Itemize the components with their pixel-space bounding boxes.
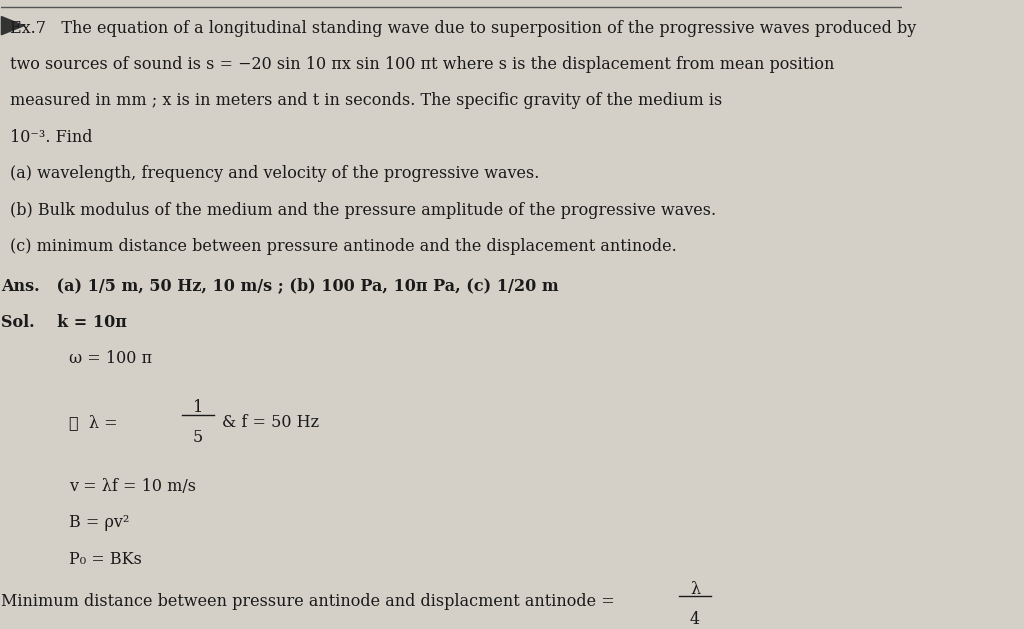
Text: (a) wavelength, frequency and velocity of the progressive waves.: (a) wavelength, frequency and velocity o…	[10, 165, 540, 182]
Text: two sources of sound is s = −20 sin 10 πx sin 100 πt where s is the displacement: two sources of sound is s = −20 sin 10 π…	[10, 56, 835, 73]
Text: Ex.7   The equation of a longitudinal standing wave due to superposition of the : Ex.7 The equation of a longitudinal stan…	[10, 19, 916, 36]
Text: B = ρv²: B = ρv²	[69, 514, 129, 531]
Text: 5: 5	[193, 429, 203, 446]
Text: 1: 1	[193, 399, 203, 416]
Text: 10⁻³. Find: 10⁻³. Find	[10, 129, 93, 146]
Text: & f = 50 Hz: & f = 50 Hz	[222, 414, 319, 431]
Text: Ans.   (a) 1/5 m, 50 Hz, 10 m/s ; (b) 100 Pa, 10π Pa, (c) 1/20 m: Ans. (a) 1/5 m, 50 Hz, 10 m/s ; (b) 100 …	[1, 277, 559, 294]
Text: P₀ = BKs: P₀ = BKs	[69, 550, 141, 567]
Text: 4: 4	[690, 611, 700, 628]
Text: (c) minimum distance between pressure antinode and the displacement antinode.: (c) minimum distance between pressure an…	[10, 238, 677, 255]
Text: ∴  λ =: ∴ λ =	[69, 414, 118, 431]
Text: Sol.    k = 10π: Sol. k = 10π	[1, 314, 127, 331]
Text: ω = 100 π: ω = 100 π	[69, 350, 152, 367]
Text: (b) Bulk modulus of the medium and the pressure amplitude of the progressive wav: (b) Bulk modulus of the medium and the p…	[10, 202, 717, 219]
Text: v = λf = 10 m/s: v = λf = 10 m/s	[69, 478, 196, 495]
Polygon shape	[1, 16, 24, 35]
Text: Minimum distance between pressure antinode and displacment antinode =: Minimum distance between pressure antino…	[1, 593, 615, 610]
Text: λ: λ	[690, 581, 700, 598]
Text: measured in mm ; x is in meters and t in seconds. The specific gravity of the me: measured in mm ; x is in meters and t in…	[10, 92, 723, 109]
